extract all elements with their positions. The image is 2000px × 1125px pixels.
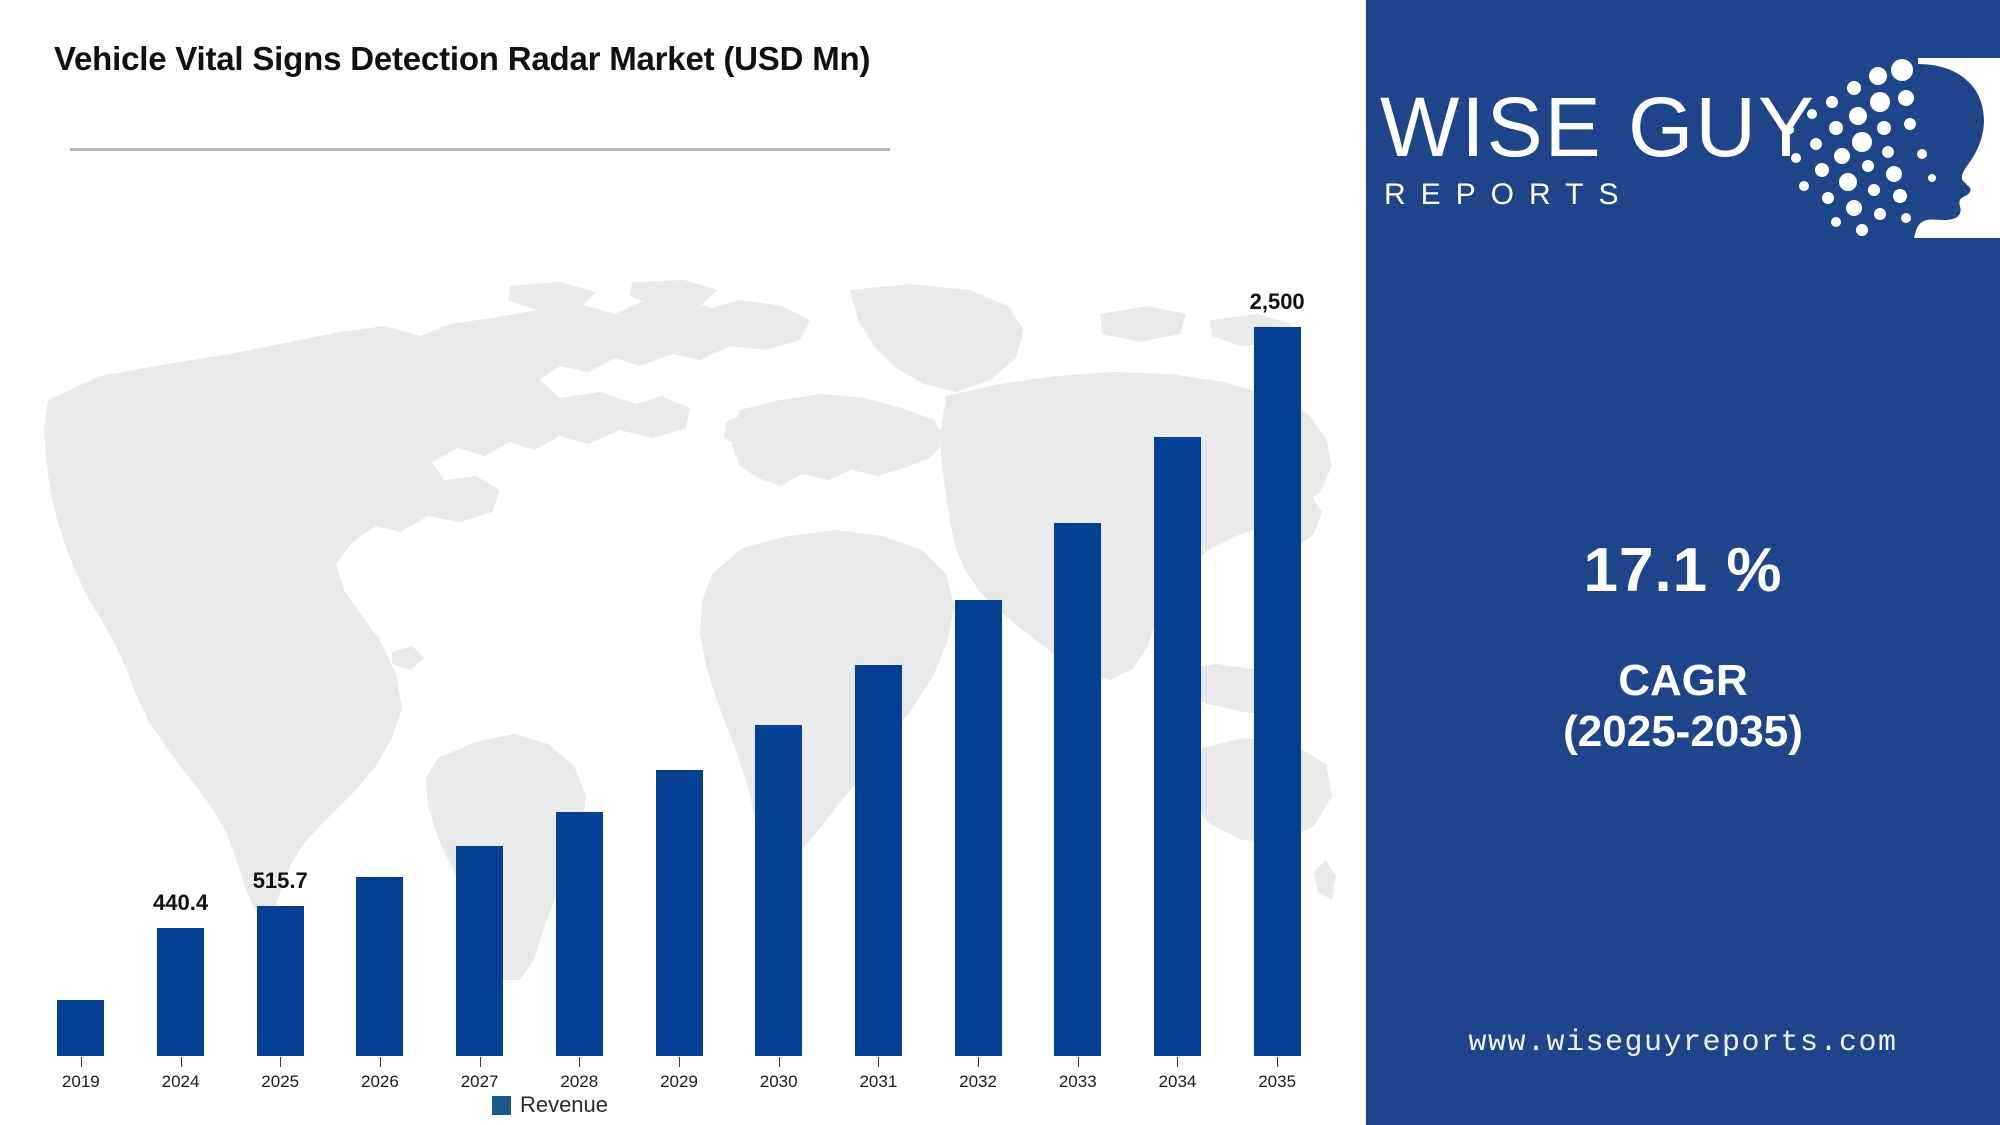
website-url: www.wiseguyreports.com <box>1468 1026 1898 1060</box>
x-axis-label-2035: 2035 <box>1258 1072 1297 1091</box>
x-axis-label-2019: 2019 <box>61 1072 100 1091</box>
bar-value-label-2024: 440.4 <box>153 890 209 915</box>
bar-2027 <box>456 846 504 1056</box>
x-tick-2025 <box>280 1057 282 1067</box>
bar-value-label-2035: 2,500 <box>1249 289 1305 314</box>
bar-2030 <box>755 725 803 1056</box>
bar-2034 <box>1153 437 1201 1056</box>
bar-2026 <box>356 877 404 1056</box>
bar-2033 <box>1054 523 1102 1056</box>
bar-2025 <box>256 906 304 1056</box>
cagr-caption: CAGR (2025-2035) <box>1366 655 2000 757</box>
x-axis-label-2033: 2033 <box>1058 1072 1097 1091</box>
bar-2028 <box>555 812 603 1056</box>
x-axis-label-2027: 2027 <box>460 1072 499 1091</box>
title-divider <box>70 148 890 151</box>
plot-area <box>40 230 1336 1056</box>
x-tick-2030 <box>778 1057 780 1067</box>
page-title: Vehicle Vital Signs Detection Radar Mark… <box>54 40 871 77</box>
x-tick-2029 <box>679 1057 680 1067</box>
chart-panel: Vehicle Vital Signs Detection Radar Mark… <box>0 40 1336 1118</box>
x-tick-2028 <box>579 1057 581 1067</box>
brand-panel: WISE GUY REPORTS <box>1366 0 2000 1125</box>
wiseguy-reports-logo: WISE GUY REPORTS <box>1366 58 2000 238</box>
cagr-value: 17.1 % <box>1583 536 1783 605</box>
x-tick-2019 <box>80 1057 82 1067</box>
x-tick-2032 <box>978 1057 980 1067</box>
bar-2024 <box>157 928 205 1056</box>
legend-label-revenue: Revenue <box>519 1092 609 1117</box>
x-axis-label-2028: 2028 <box>560 1072 599 1091</box>
x-tick-2026 <box>379 1057 381 1067</box>
x-tick-2027 <box>479 1057 481 1067</box>
bar-2031 <box>854 665 902 1056</box>
bar-2029 <box>655 770 703 1056</box>
bar-2019 <box>57 1000 105 1056</box>
cagr-label: CAGR <box>1618 656 1748 705</box>
x-axis-label-2024: 2024 <box>161 1072 200 1091</box>
legend-swatch-revenue <box>491 1095 511 1115</box>
x-axis-label-2031: 2031 <box>859 1072 898 1091</box>
bar-2035 <box>1253 327 1301 1056</box>
x-axis-label-2030: 2030 <box>759 1072 798 1091</box>
x-axis-label-2029: 2029 <box>660 1072 698 1091</box>
x-axis-label-2034: 2034 <box>1158 1072 1197 1091</box>
x-tick-2033 <box>1077 1057 1079 1067</box>
svg-text:WISE GUY: WISE GUY <box>1380 80 1816 174</box>
chart-legend: Revenue <box>0 1092 1100 1118</box>
cagr-period: (2025-2035) <box>1563 707 1803 757</box>
x-axis-label-2025: 2025 <box>261 1072 300 1091</box>
x-tick-2031 <box>878 1057 880 1067</box>
x-tick-2035 <box>1277 1057 1279 1067</box>
x-axis-label-2026: 2026 <box>361 1072 399 1091</box>
x-tick-2024 <box>180 1057 182 1067</box>
svg-text:REPORTS: REPORTS <box>1384 178 1633 211</box>
bar-2032 <box>954 600 1002 1056</box>
x-axis-label-2032: 2032 <box>959 1072 997 1091</box>
x-tick-2034 <box>1177 1057 1179 1067</box>
bar-value-label-2025: 515.7 <box>252 868 308 893</box>
